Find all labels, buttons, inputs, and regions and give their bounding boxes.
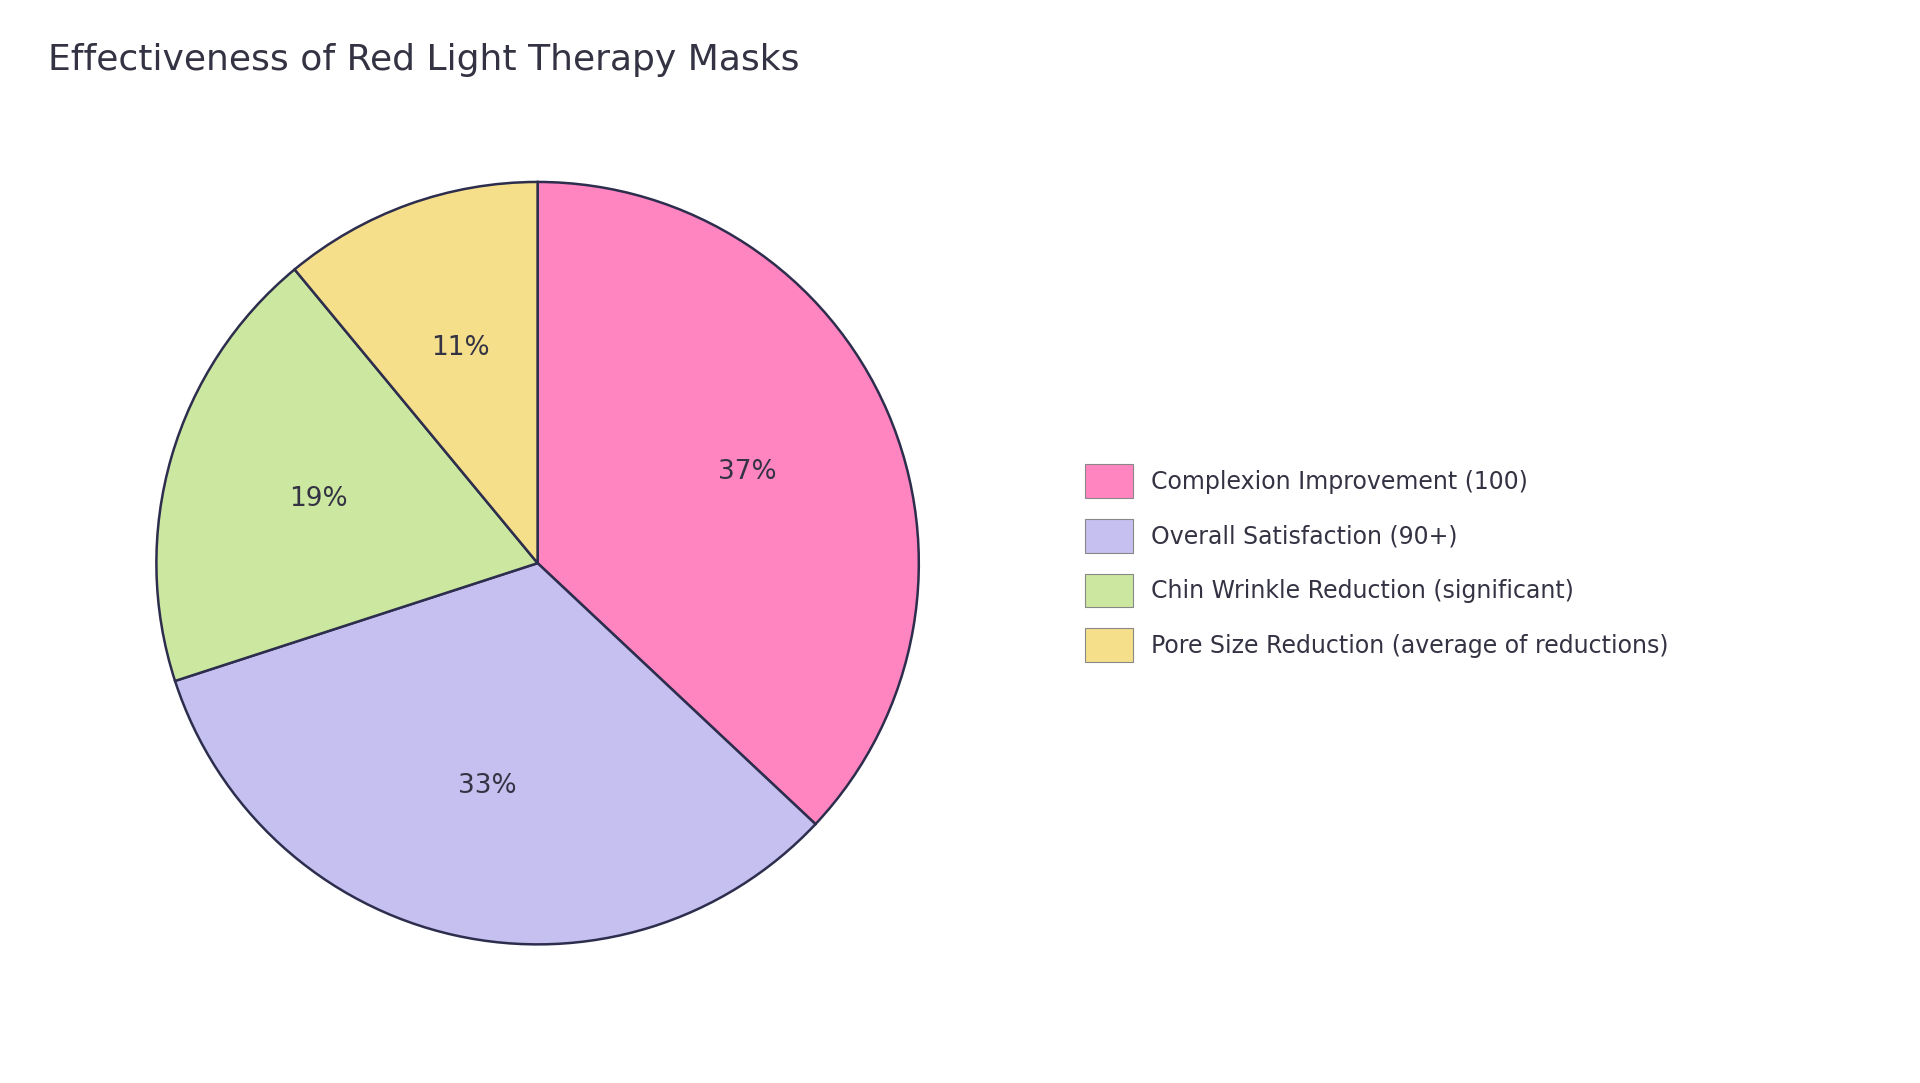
- Text: 11%: 11%: [430, 335, 490, 361]
- Text: 19%: 19%: [288, 486, 348, 512]
- Wedge shape: [175, 563, 816, 944]
- Legend: Complexion Improvement (100), Overall Satisfaction (90+), Chin Wrinkle Reduction: Complexion Improvement (100), Overall Sa…: [1073, 453, 1680, 674]
- Wedge shape: [538, 182, 920, 824]
- Wedge shape: [156, 270, 538, 681]
- Text: 33%: 33%: [459, 773, 516, 799]
- Wedge shape: [294, 182, 538, 563]
- Text: Effectiveness of Red Light Therapy Masks: Effectiveness of Red Light Therapy Masks: [48, 43, 799, 77]
- Text: 37%: 37%: [718, 459, 778, 485]
